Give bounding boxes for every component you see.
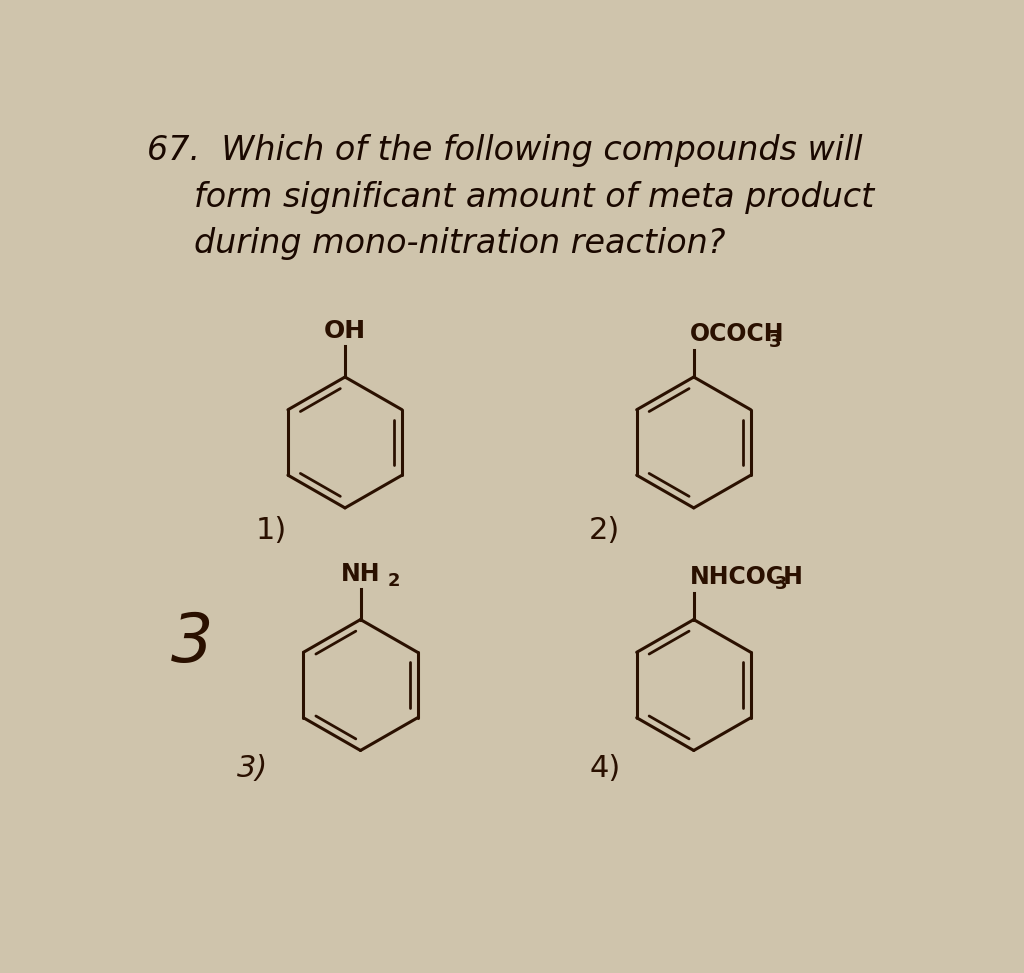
Text: 2: 2 bbox=[388, 572, 400, 591]
Text: NHCOCH: NHCOCH bbox=[690, 564, 804, 589]
Text: 3): 3) bbox=[237, 754, 267, 783]
Text: 3: 3 bbox=[769, 333, 781, 351]
Text: 67.  Which of the following compounds will: 67. Which of the following compounds wil… bbox=[147, 134, 863, 167]
Text: NH: NH bbox=[341, 561, 380, 586]
Text: 4): 4) bbox=[589, 754, 621, 783]
Text: OCOCH: OCOCH bbox=[690, 322, 784, 346]
Text: 3: 3 bbox=[775, 575, 787, 594]
Text: during mono-nitration reaction?: during mono-nitration reaction? bbox=[194, 227, 725, 260]
Text: 1): 1) bbox=[256, 516, 287, 545]
Text: 2): 2) bbox=[589, 516, 621, 545]
Text: 3: 3 bbox=[171, 610, 213, 675]
Text: OH: OH bbox=[324, 319, 366, 343]
Text: form significant amount of meta product: form significant amount of meta product bbox=[194, 181, 874, 214]
